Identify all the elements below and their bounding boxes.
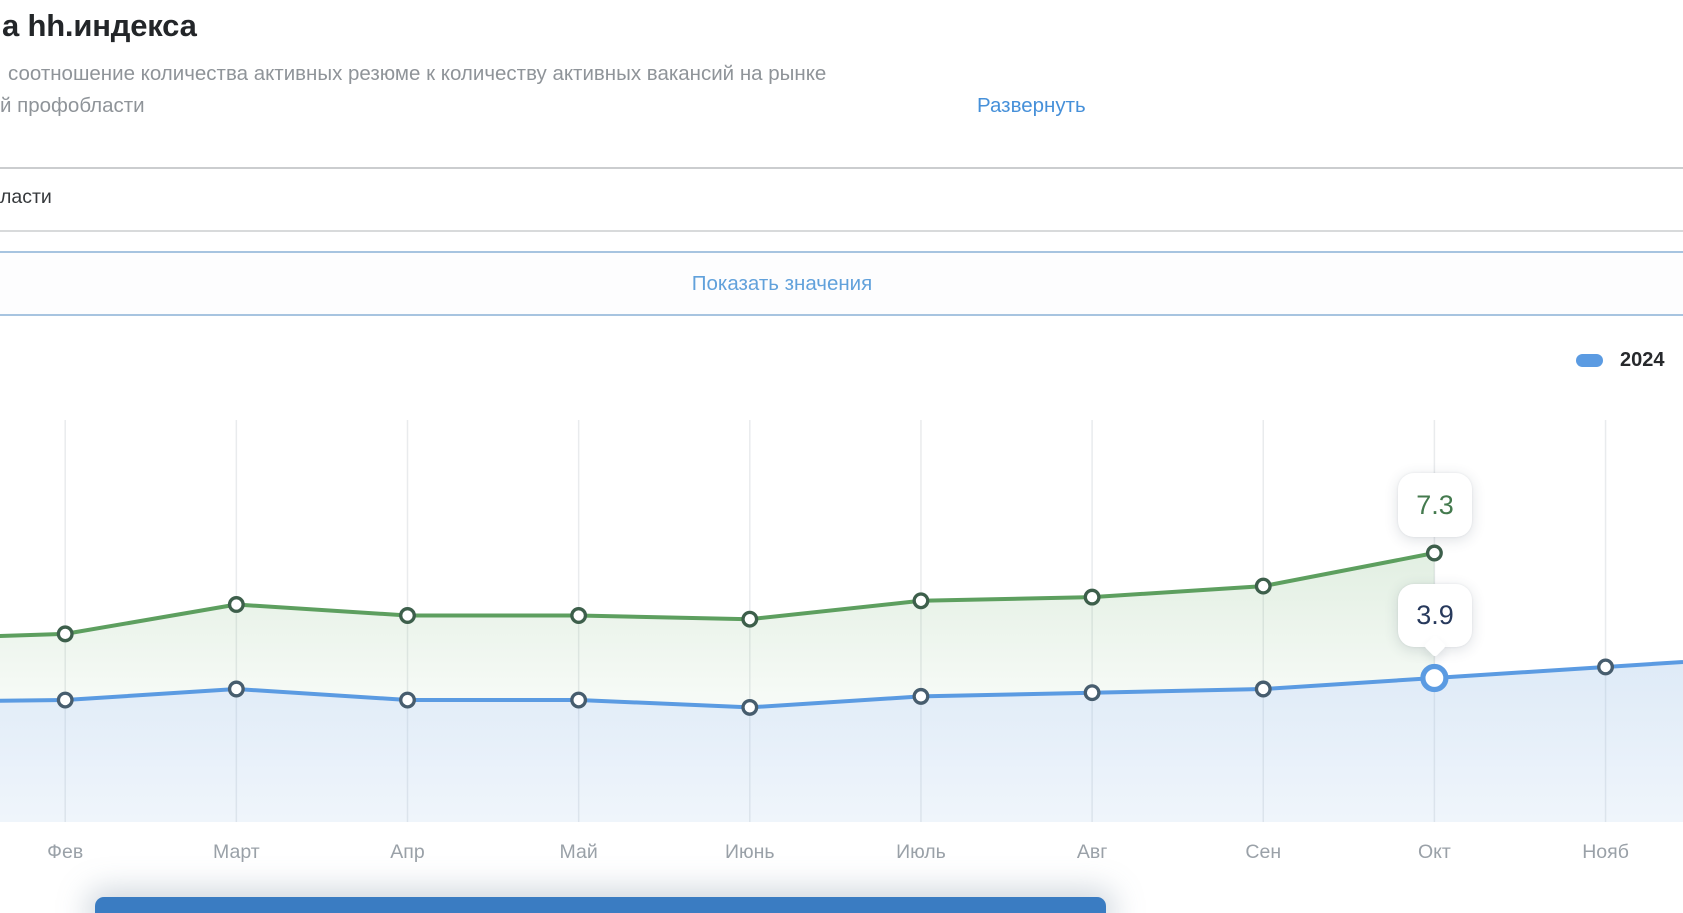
data-point-blue-highlighted-Окт[interactable] — [1420, 663, 1449, 693]
data-point-blue-Июль[interactable] — [912, 687, 930, 705]
axis-label-Март: Март — [213, 841, 260, 863]
data-point-green-Сен[interactable] — [1254, 577, 1272, 595]
data-point-green-Апр[interactable] — [399, 607, 416, 624]
series-lines — [0, 551, 1683, 710]
profarea-filter-row[interactable]: ласти — [0, 169, 1683, 230]
tooltip-green: 7.3 — [1398, 473, 1472, 537]
axis-label-Июль: Июль — [896, 841, 946, 863]
tooltip-blue-value: 3.9 — [1416, 600, 1454, 630]
data-point-green-Июнь[interactable] — [741, 610, 759, 628]
subtitle-line-1: соотношение количества активных резюме к… — [8, 62, 827, 85]
data-point-green-Авг[interactable] — [1083, 588, 1101, 606]
data-point-blue-Авг[interactable] — [1083, 684, 1101, 702]
profarea-filter-label: ласти — [0, 186, 52, 208]
data-point-blue-Нояб[interactable] — [1597, 658, 1615, 676]
green-series-line — [0, 551, 1435, 638]
blue-series-line-2024 — [0, 659, 1683, 710]
data-point-blue-Май[interactable] — [570, 691, 588, 709]
data-points — [56, 544, 1615, 716]
axis-label-Окт: Окт — [1417, 841, 1451, 863]
legend-item-2024[interactable]: 2024 — [1576, 349, 1665, 372]
axis-label-Май: Май — [559, 841, 598, 863]
axis-label-Фев: Фев — [47, 841, 84, 863]
tooltip-blue: 3.9 — [1398, 584, 1472, 658]
green-area-fill — [0, 553, 1435, 708]
axis-label-Апр: Апр — [390, 841, 425, 863]
subtitle-line-2: й профобласти — [0, 94, 145, 117]
legend-year-label: 2024 — [1620, 349, 1665, 371]
data-point-blue-Сен[interactable] — [1254, 680, 1272, 698]
page-title: а hh.индекса — [2, 8, 197, 43]
data-point-blue-Фев[interactable] — [56, 691, 74, 709]
show-values-link[interactable]: Показать значения — [691, 271, 873, 295]
divider-filter-bottom — [0, 230, 1683, 232]
divider-top — [0, 167, 1683, 169]
expand-link[interactable]: Развернуть — [977, 94, 1086, 117]
data-point-blue-Апр[interactable] — [399, 691, 416, 709]
data-point-green-Май[interactable] — [570, 607, 588, 624]
axis-label-Июнь: Июнь — [725, 841, 775, 863]
axis-label-Сен: Сен — [1245, 841, 1282, 863]
tooltip-green-value: 7.3 — [1416, 489, 1454, 520]
values-panel: Показать значения — [0, 251, 1683, 316]
bottom-banner[interactable] — [95, 897, 1106, 913]
axis-label-Авг: Авг — [1076, 841, 1108, 863]
data-point-green-Июль[interactable] — [912, 592, 930, 610]
legend-color-pill — [1576, 354, 1603, 367]
data-point-green-Март[interactable] — [227, 596, 245, 613]
data-point-blue-Март[interactable] — [227, 680, 245, 698]
data-point-green-Фев[interactable] — [56, 625, 74, 643]
axis-label-Нояб: Нояб — [1582, 841, 1629, 863]
data-point-green-Окт[interactable] — [1425, 544, 1443, 562]
data-point-blue-Июнь[interactable] — [741, 698, 759, 716]
